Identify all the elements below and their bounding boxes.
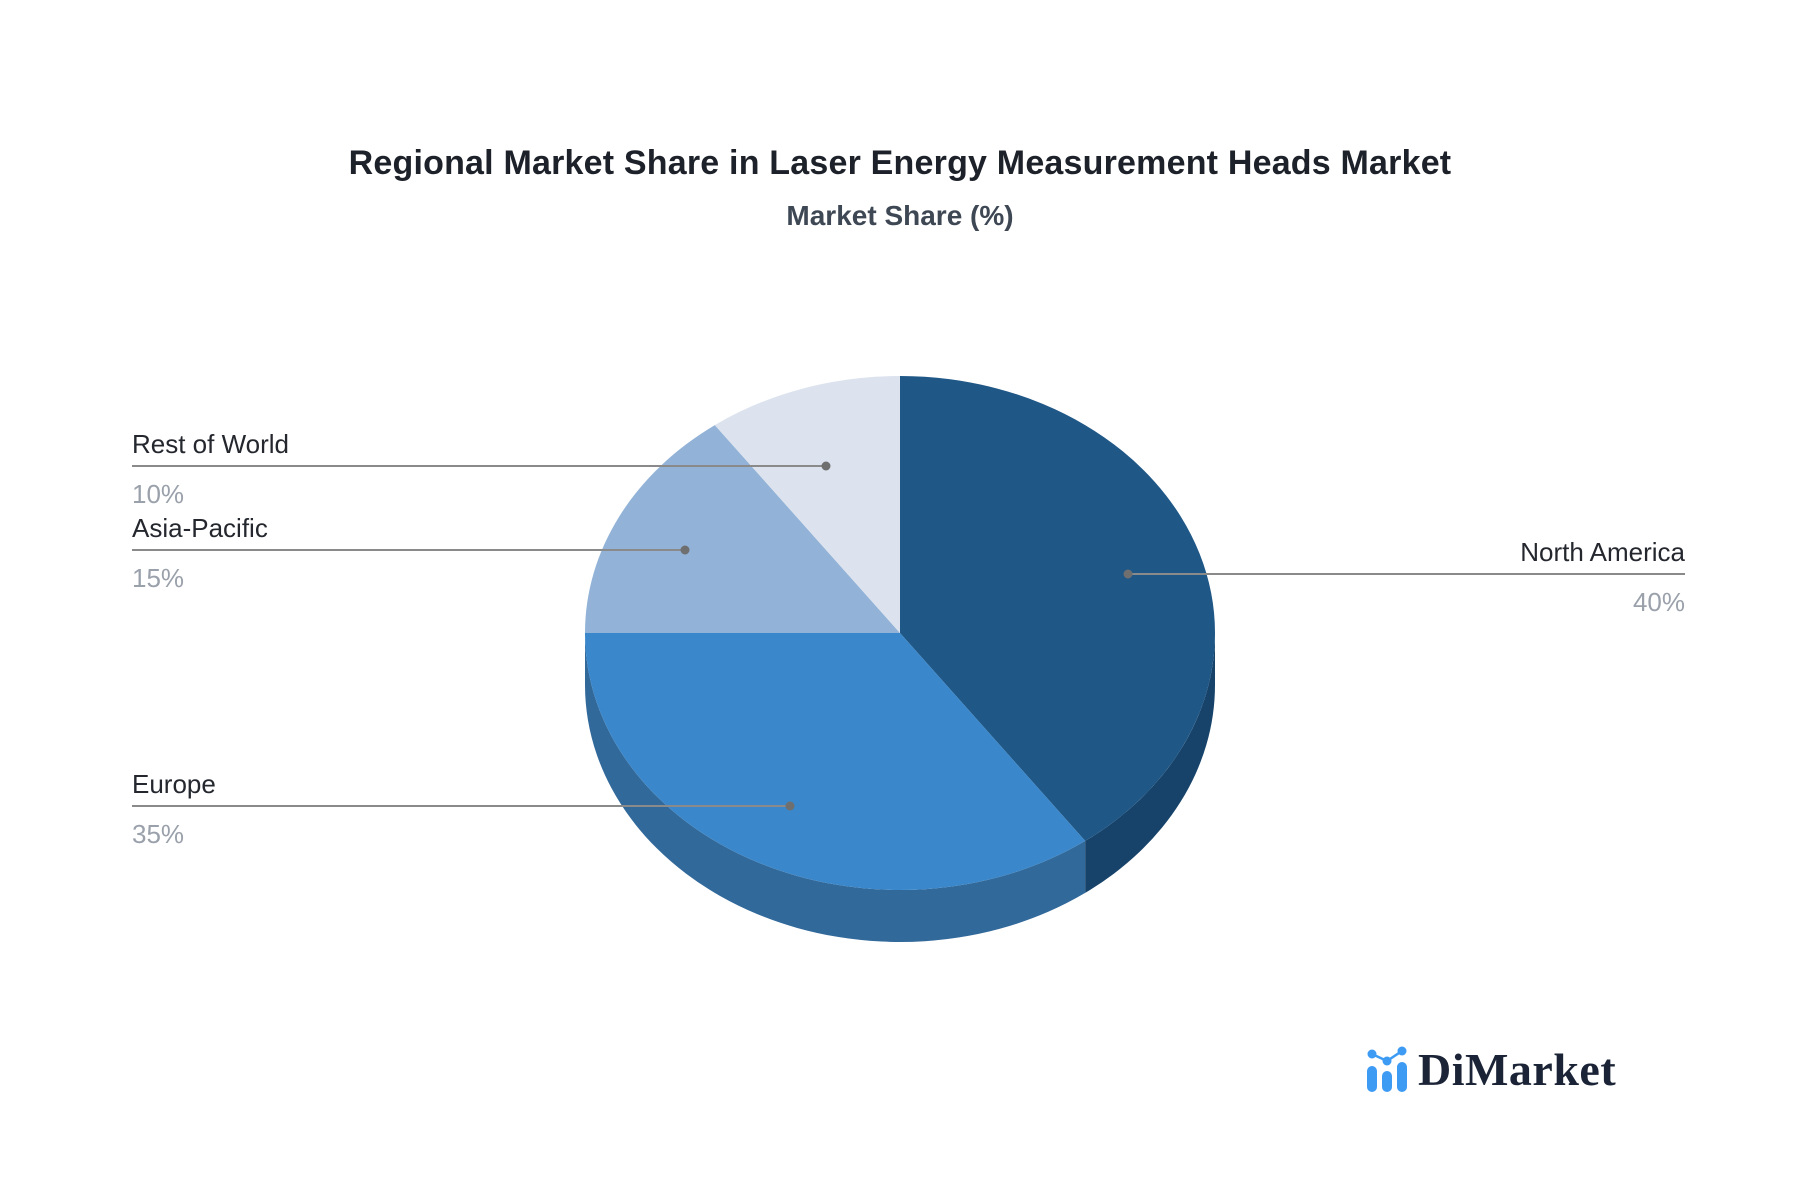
- pie-slice-side-north-america: [1085, 633, 1215, 893]
- dimarket-logo: DiMarket: [1366, 1042, 1666, 1102]
- logo-text: DiMarket: [1418, 1044, 1617, 1095]
- leader-dot: [680, 545, 690, 555]
- slice-label-name: North America: [1520, 537, 1685, 567]
- slice-label-value: 15%: [132, 563, 185, 593]
- leader-dot: [785, 801, 795, 811]
- chart-subtitle: Market Share (%): [786, 200, 1014, 231]
- leader-dot: [1123, 569, 1133, 579]
- slice-label-name: Asia-Pacific: [132, 513, 268, 543]
- leader-dot: [821, 461, 831, 471]
- slice-label-value: 10%: [132, 479, 185, 509]
- pie-slice-north-america[interactable]: [900, 376, 1215, 841]
- pie-slice-asia-pacific[interactable]: [585, 425, 900, 633]
- chart-title: Regional Market Share in Laser Energy Me…: [348, 144, 1452, 182]
- bar-chart-logo-icon: [1367, 1046, 1407, 1092]
- slice-label-name: Rest of World: [132, 429, 290, 459]
- slice-label-name: Europe: [132, 769, 216, 799]
- pie-slice-europe[interactable]: [585, 633, 1086, 890]
- slice-label-value: 40%: [1632, 587, 1685, 617]
- pie-slice-side-europe: [585, 633, 1086, 942]
- pie-slice-rest-of-world[interactable]: [714, 376, 900, 633]
- slice-label-value: 35%: [132, 819, 185, 849]
